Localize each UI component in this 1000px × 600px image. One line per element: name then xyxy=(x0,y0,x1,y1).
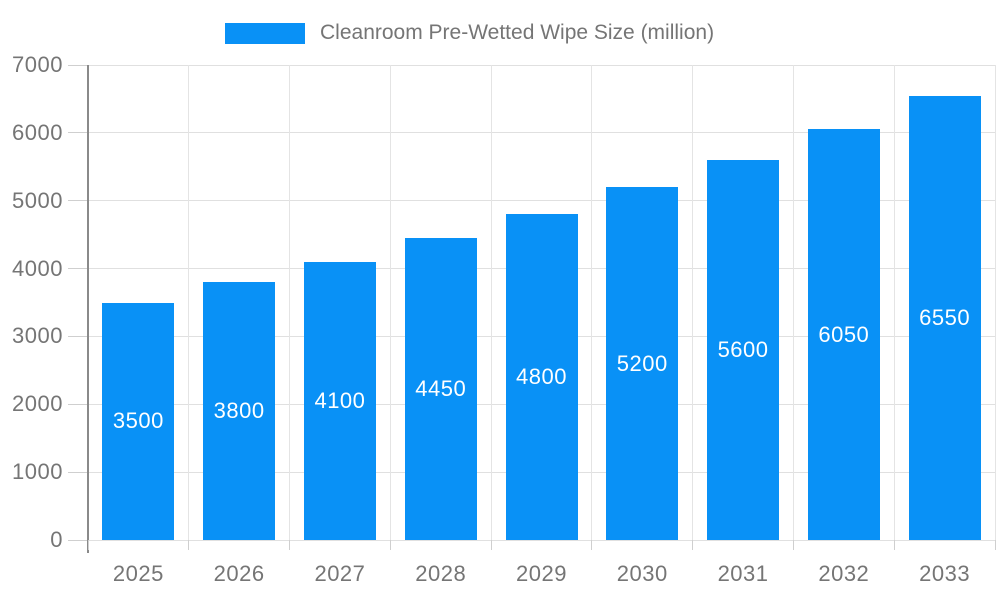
x-axis-tick xyxy=(692,540,694,550)
gridline-vertical xyxy=(289,65,291,540)
gridline-horizontal xyxy=(88,132,995,134)
bar-value-label: 4450 xyxy=(415,376,467,402)
x-axis-tick xyxy=(188,540,190,550)
bar-value-label: 3800 xyxy=(213,398,265,424)
x-axis-tick xyxy=(994,540,996,550)
gridline-vertical xyxy=(389,65,391,540)
y-axis-tick xyxy=(68,200,88,202)
x-axis-tick xyxy=(289,540,291,550)
bar: 6550 xyxy=(908,95,981,540)
x-axis-label: 2032 xyxy=(818,561,870,586)
gridline-horizontal xyxy=(88,64,995,66)
x-axis-label: 2030 xyxy=(616,561,668,586)
x-axis-label: 2027 xyxy=(314,561,366,586)
bar-value-label: 5600 xyxy=(717,337,769,362)
y-axis-label: 3000 xyxy=(12,323,63,349)
gridline-vertical xyxy=(188,65,190,540)
bar-value-label: 6050 xyxy=(818,321,870,347)
y-axis-tick xyxy=(68,64,88,66)
x-axis-tick xyxy=(591,540,593,550)
legend-label: Cleanroom Pre-Wetted Wipe Size (million) xyxy=(320,21,715,44)
bar: 3500 xyxy=(102,302,175,540)
gridline-horizontal xyxy=(88,539,995,541)
x-axis-label: 2029 xyxy=(516,561,567,586)
y-axis-tick xyxy=(68,403,88,405)
y-axis-line xyxy=(87,65,89,553)
y-axis-tick xyxy=(68,471,88,473)
x-axis-tick xyxy=(490,540,492,550)
x-axis-tick xyxy=(87,540,89,550)
y-axis-tick xyxy=(68,268,88,270)
bar: 4450 xyxy=(404,238,477,540)
gridline-vertical xyxy=(994,65,996,540)
y-axis-tick xyxy=(68,539,88,541)
y-axis-label: 5000 xyxy=(12,187,63,213)
y-axis-label: 7000 xyxy=(12,52,63,77)
x-axis-label: 2031 xyxy=(717,561,769,586)
bar: 5600 xyxy=(707,160,780,540)
gridline-vertical xyxy=(591,65,593,540)
y-axis-tick xyxy=(68,132,88,134)
x-axis-tick xyxy=(893,540,895,550)
gridline-horizontal xyxy=(88,200,995,202)
x-axis-label: 2028 xyxy=(415,561,467,586)
x-axis-label: 2033 xyxy=(919,561,971,586)
bar: 3800 xyxy=(203,282,276,540)
x-axis-tick xyxy=(389,540,391,550)
y-axis-label: 1000 xyxy=(12,459,63,485)
y-axis-label: 0 xyxy=(50,527,63,552)
x-axis-tick xyxy=(792,540,794,550)
y-axis-label: 6000 xyxy=(12,119,63,145)
gridline-vertical xyxy=(792,65,794,540)
bar-value-label: 6550 xyxy=(919,304,971,330)
plot-area: 3500 3800 4100 4450 4800 5200 5600 6050 6550 xyxy=(68,64,996,553)
gridline-vertical xyxy=(692,65,694,540)
chart-legend: Cleanroom Pre-Wetted Wipe Size (million) xyxy=(225,21,715,44)
x-axis-label: 2026 xyxy=(213,561,265,586)
x-axis-label: 2025 xyxy=(112,561,164,586)
bar: 5200 xyxy=(606,187,679,540)
y-axis-label: 2000 xyxy=(12,391,63,417)
bar-value-label: 4800 xyxy=(516,364,567,390)
bar: 4800 xyxy=(505,214,578,540)
bar: 4100 xyxy=(303,261,376,540)
y-axis-label: 4000 xyxy=(12,255,63,281)
bar-value-label: 3500 xyxy=(112,408,164,434)
bar-value-label: 5200 xyxy=(616,350,668,376)
legend-swatch xyxy=(225,22,305,44)
y-axis-tick xyxy=(68,335,88,337)
bar-value-label: 4100 xyxy=(314,387,366,413)
bar: 6050 xyxy=(807,129,880,540)
gridline-vertical xyxy=(893,65,895,540)
gridline-vertical xyxy=(490,65,492,540)
